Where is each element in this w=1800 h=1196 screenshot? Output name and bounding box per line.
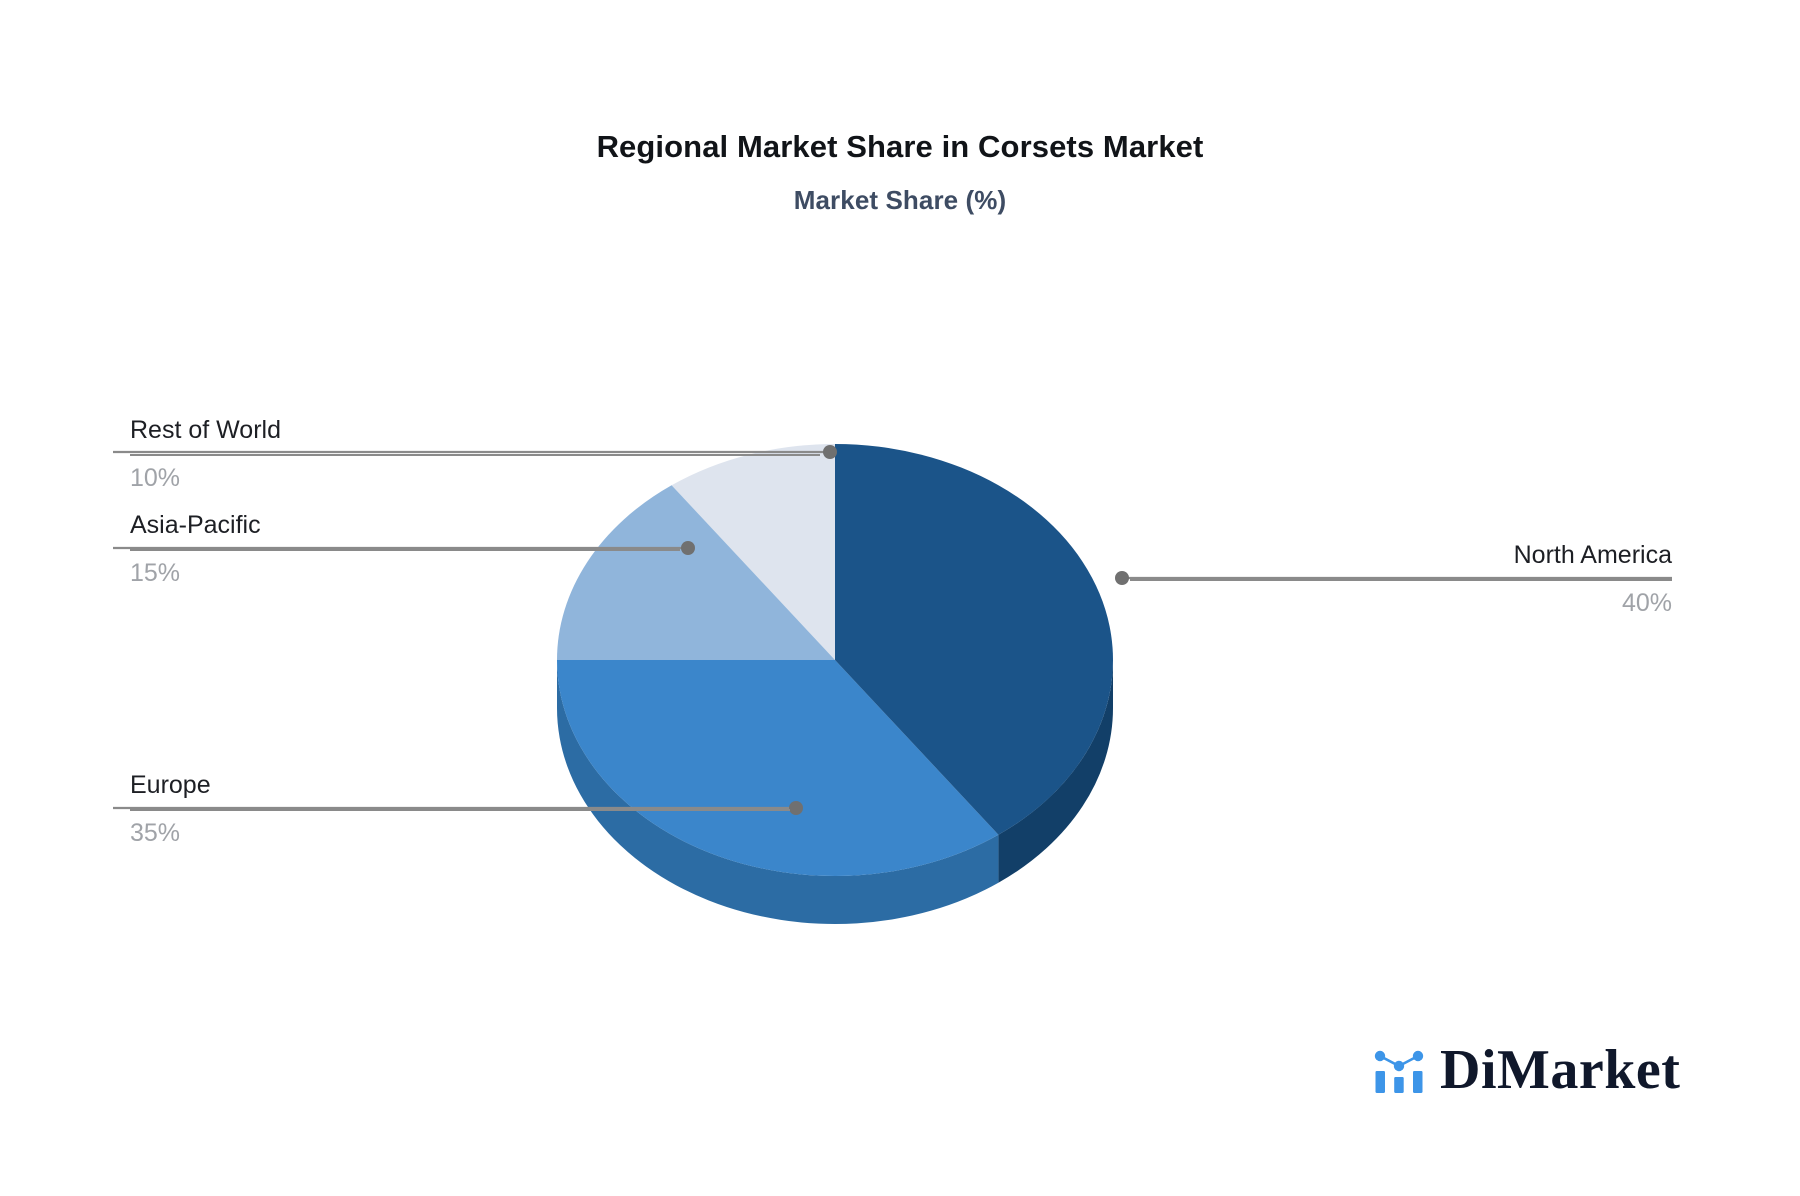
callout-label-asia-pacific: Asia-Pacific — [130, 511, 261, 539]
brand-logo: DiMarket — [1372, 1042, 1680, 1098]
pie-side-europe — [557, 660, 999, 925]
pie-slice-europe[interactable] — [557, 660, 999, 876]
callout-value-north-america: 40% — [1621, 588, 1672, 617]
callout-rule-north-america — [1130, 578, 1672, 581]
callout-rule-rest-of-world — [130, 453, 820, 456]
callout-value-rest-of-world: 10% — [130, 463, 181, 492]
callout-north-america[interactable]: North America 40% — [1130, 541, 1672, 617]
leader-lines — [113, 445, 1672, 815]
bar-chart-icon — [1374, 1050, 1424, 1093]
pie-top-layer — [557, 444, 1113, 876]
leader-dot-rest-of-world — [823, 445, 837, 459]
callout-label-north-america: North America — [1513, 541, 1672, 569]
pie-slice-north-america[interactable] — [835, 444, 1113, 835]
pie-depth-layer — [557, 660, 1113, 925]
pie-slice-asia-pacific[interactable] — [557, 485, 835, 660]
callout-rule-asia-pacific — [130, 548, 680, 551]
chart-subtitle: Market Share (%) — [793, 185, 1007, 216]
leader-dot-asia-pacific — [681, 541, 695, 555]
logo-wordmark: DiMarket — [1440, 1039, 1681, 1101]
leader-dot-north-america — [1115, 571, 1129, 585]
callout-value-asia-pacific: 15% — [130, 558, 181, 587]
pie-side-north-america — [998, 660, 1113, 883]
leader-dot-europe — [789, 801, 803, 815]
title-block: Regional Market Share in Corsets Market … — [0, 128, 1800, 216]
callout-label-europe: Europe — [130, 771, 211, 799]
callout-value-europe: 35% — [130, 818, 181, 847]
callout-europe[interactable]: Europe 35% — [130, 771, 790, 847]
callout-rule-europe — [130, 808, 790, 811]
chart-title: Regional Market Share in Corsets Market — [596, 129, 1204, 164]
pie-slice-rest-of-world[interactable] — [671, 444, 835, 660]
callout-asia-pacific[interactable]: Asia-Pacific 15% — [130, 511, 680, 587]
callout-rest-of-world[interactable]: Rest of World 10% — [130, 416, 820, 492]
callout-label-rest-of-world: Rest of World — [130, 416, 281, 444]
